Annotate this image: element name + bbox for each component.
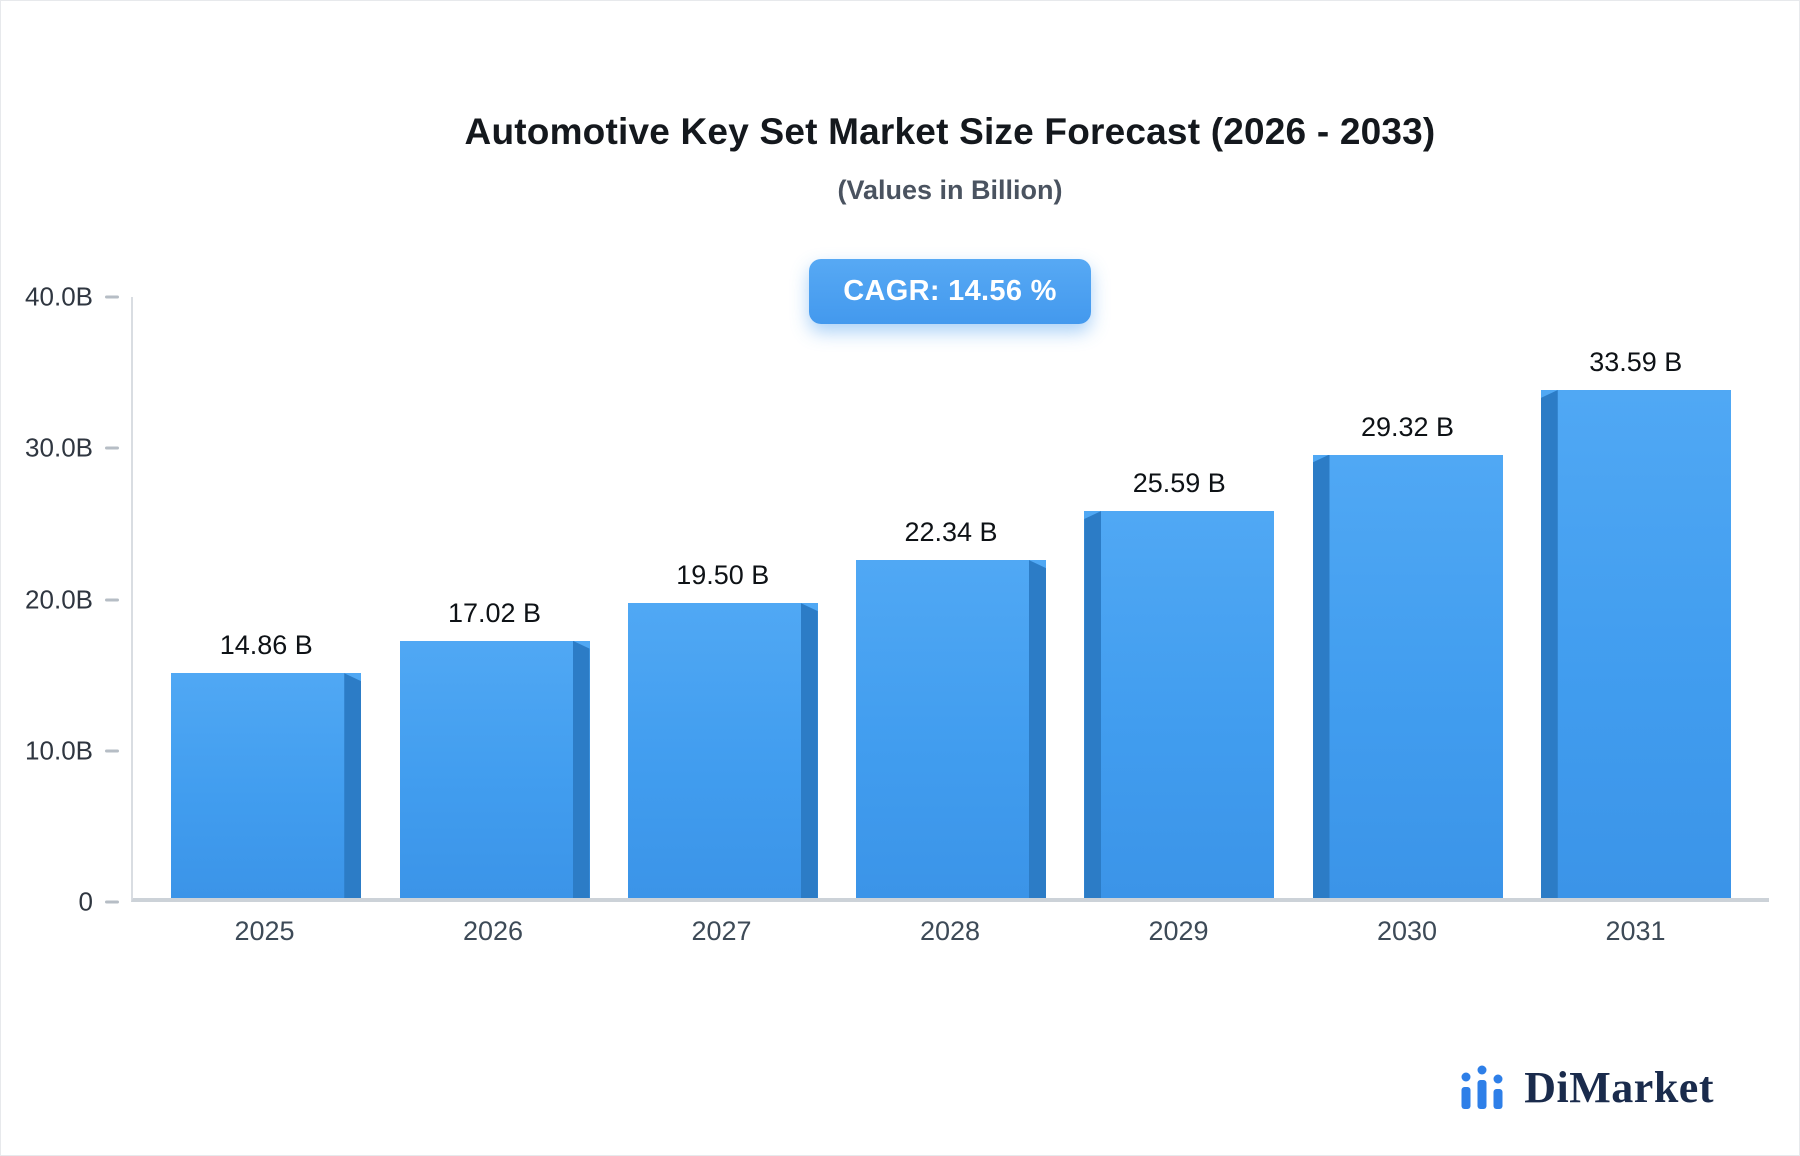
bar-2030 [1312,454,1503,898]
bar-value-label-2025: 14.86 B [219,630,313,661]
bar-value-label-2027: 19.50 B [676,560,770,591]
bar-side-face [1312,454,1330,898]
y-tick-label: 20.0B [25,584,93,614]
y-axis: 40.0B 30.0B 20.0B 10.0B 0 [1,282,123,917]
bar-2031 [1540,390,1731,898]
bar-group-2027: 19.50 B [627,560,818,898]
bar-2029 [1084,511,1275,898]
y-tick-mark [105,900,119,904]
plot-area: 14.86 B 17.02 B 19.50 B 22.34 B 25.59 B 29.32… [131,297,1769,902]
y-tick-mark [105,295,119,299]
chart-subtitle: (Values in Billion) [837,175,1063,205]
bar-2026 [399,640,590,898]
x-axis-label-2031: 2031 [1605,916,1666,946]
bar-side-face [1084,511,1102,898]
bar-value-label-2029: 25.59 B [1132,468,1226,498]
y-tick-mark [105,749,119,753]
y-tick-label: 40.0B [25,281,93,312]
y-tick-mark [105,446,119,450]
x-axis-label-2025: 2025 [234,916,295,946]
bar-value-label-2028: 22.34 B [904,517,998,548]
bar-2025 [171,673,362,898]
bar-group-2028: 22.34 B [856,517,1046,898]
y-tick-label: 10.0B [25,735,93,766]
bar-side-face [572,640,590,898]
bar-group-2026: 17.02 B [399,597,590,898]
cagr-badge-row: CAGR: 14.56 % [131,259,1769,324]
x-axis-label-2026: 2026 [462,916,524,946]
x-axis-label-2027: 2027 [691,916,752,946]
bar-side-face [1540,390,1558,898]
x-axis-label-2030: 2030 [1376,916,1438,946]
bar-value-label-2030: 29.32 B [1360,411,1455,442]
bar-group-2030: 29.32 B [1312,411,1503,898]
y-tick-mark [105,598,119,601]
x-axis-labels: 2025 2026 2027 2028 2029 2030 2031 [131,916,1769,947]
y-tick-20.0B: 20.0B [25,584,119,615]
bar-chart-icon [1461,1065,1503,1109]
logo-text: DiMarket [1524,1063,1714,1112]
x-axis-label-2029: 2029 [1148,916,1209,946]
y-tick-label: 0 [78,886,93,917]
chart-header: Automotive Key Set Market Size Forecast … [131,111,1769,206]
bar-value-label-2026: 17.02 B [447,597,542,628]
y-tick-10.0B: 10.0B [25,735,119,766]
bar-2027 [627,603,818,898]
chart-title: Automotive Key Set Market Size Forecast … [464,111,1436,152]
y-tick-0: 0 [79,887,119,918]
bar-group-2029: 25.59 B [1084,468,1275,898]
bar-2028 [856,560,1046,898]
y-tick-label: 30.0B [25,432,93,463]
branding: DiMarket [1458,1062,1714,1113]
y-tick-30.0B: 30.0B [25,433,119,464]
cagr-badge: CAGR: 14.56 % [809,259,1091,324]
bar-side-face [800,603,818,898]
bar-group-2025: 14.86 B [171,630,362,898]
bar-side-face [344,673,362,898]
y-tick-40.0B: 40.0B [25,282,119,313]
bar-value-label-2031: 33.59 B [1589,347,1683,377]
x-axis-label-2028: 2028 [919,916,981,946]
bar-side-face [1029,560,1046,898]
bar-group-2031: 33.59 B [1540,347,1731,898]
